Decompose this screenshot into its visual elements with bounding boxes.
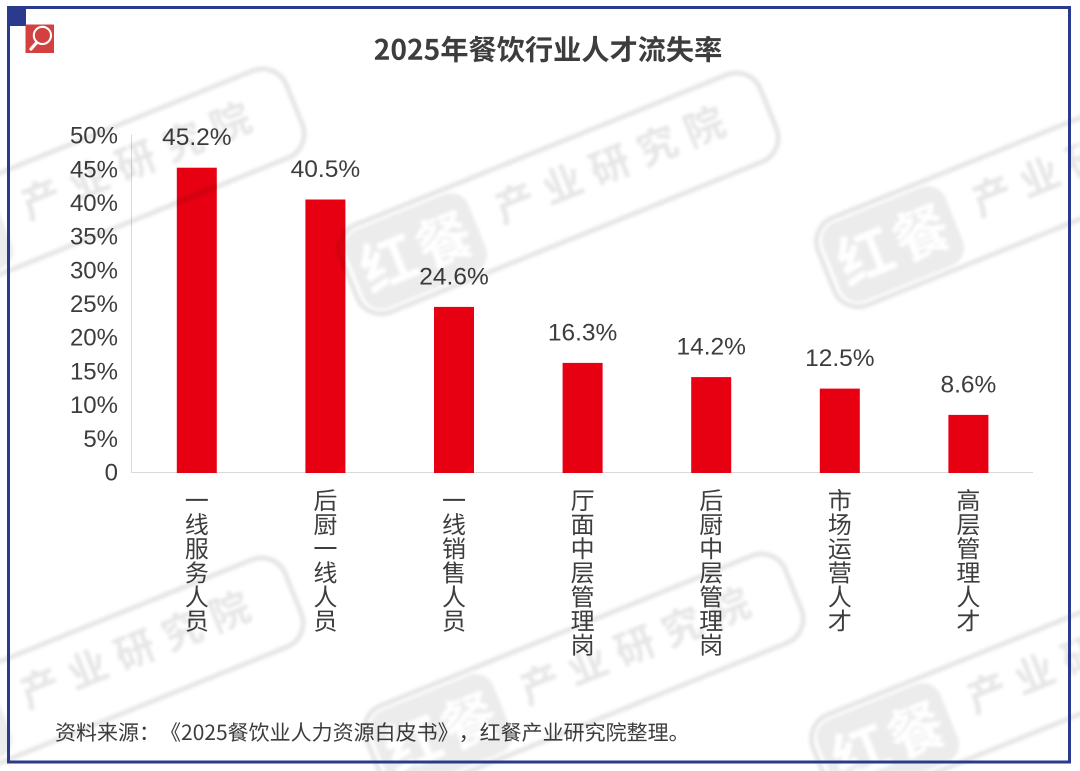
svg-text:14.2%: 14.2% <box>676 334 745 361</box>
svg-text:5%: 5% <box>83 426 118 453</box>
svg-text:20%: 20% <box>70 325 118 352</box>
svg-text:30%: 30% <box>70 257 118 284</box>
svg-text:8.6%: 8.6% <box>940 371 996 398</box>
svg-text:15%: 15% <box>70 358 118 385</box>
svg-text:16.3%: 16.3% <box>548 319 617 346</box>
svg-text:25%: 25% <box>70 291 118 318</box>
svg-text:40.5%: 40.5% <box>291 156 360 183</box>
svg-text:0: 0 <box>105 459 118 486</box>
svg-text:10%: 10% <box>70 392 118 419</box>
svg-text:12.5%: 12.5% <box>805 345 874 372</box>
